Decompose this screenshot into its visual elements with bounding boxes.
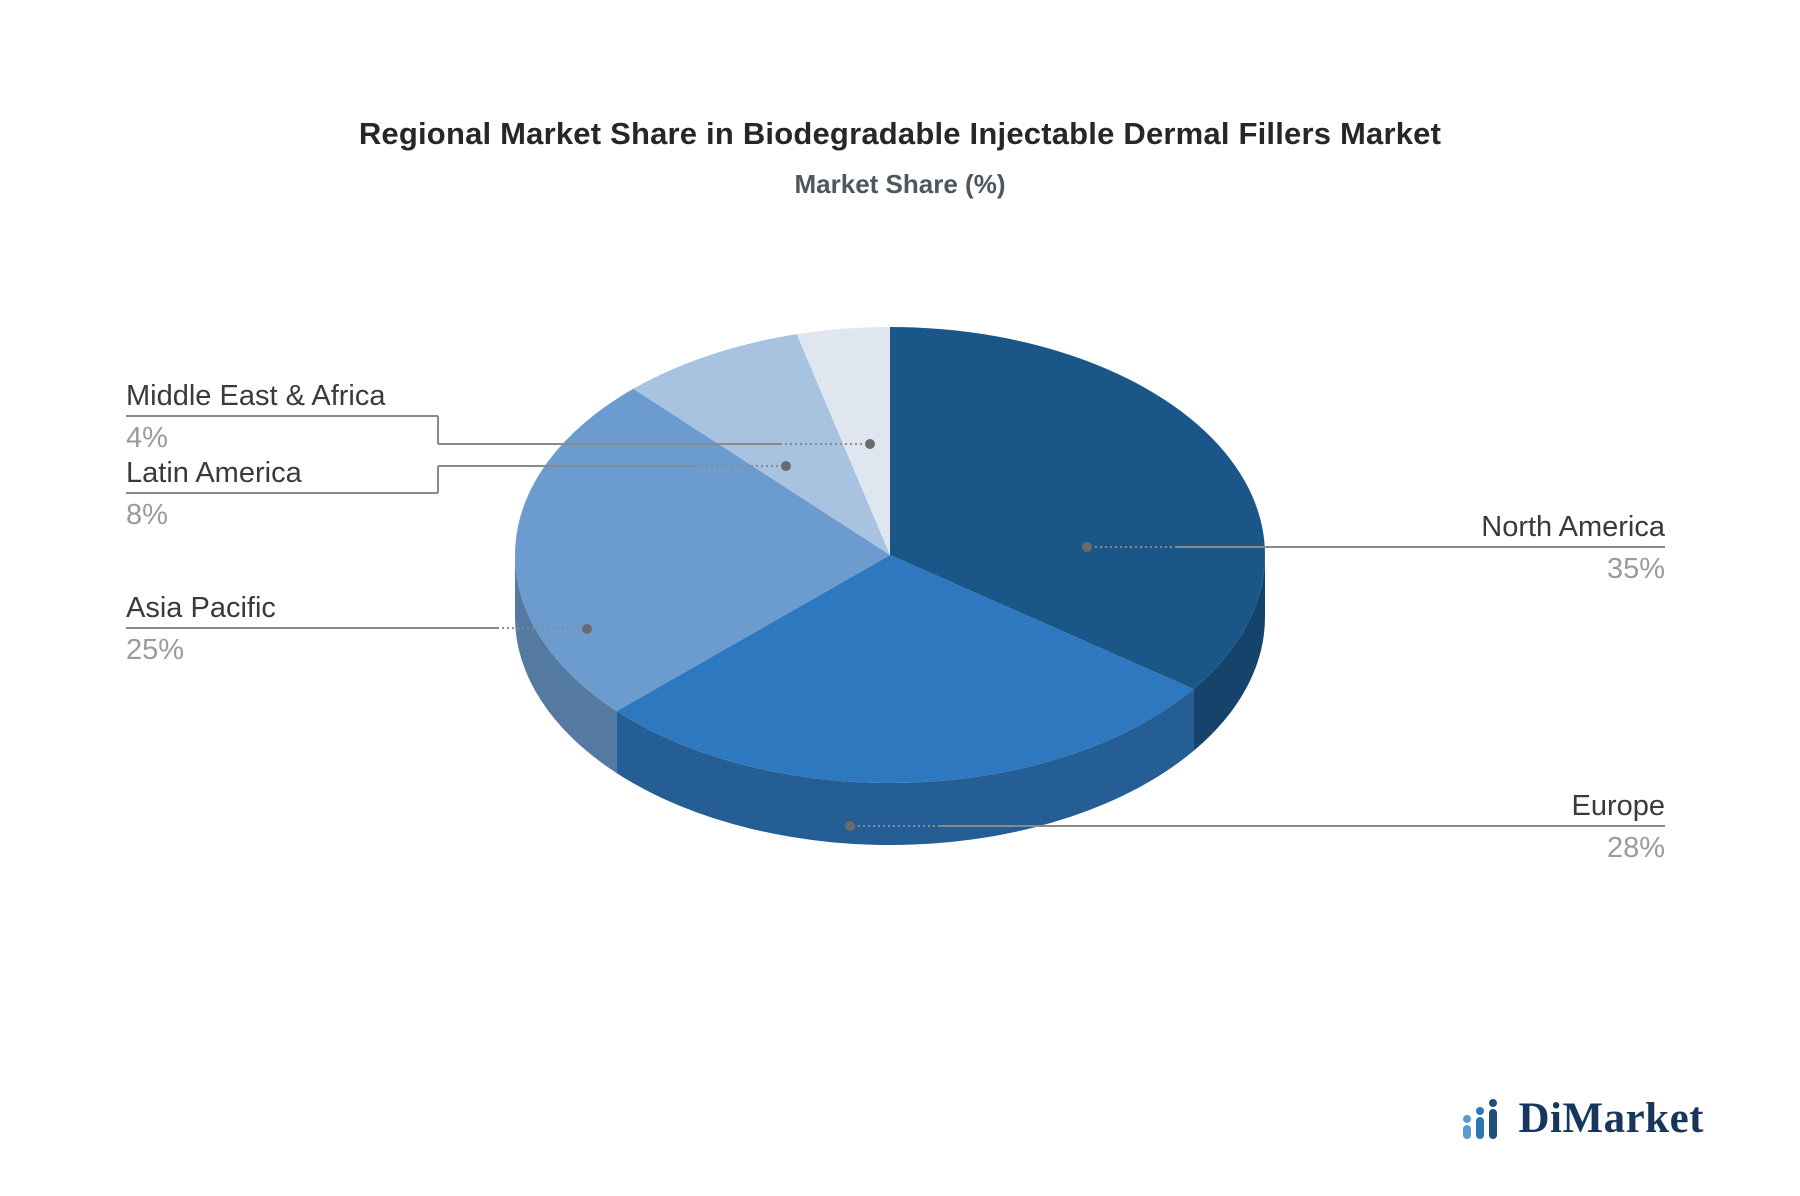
pie-slice-europe[interactable] [616,555,1194,783]
slice-value-latin-america: 8% [126,499,168,531]
leader-dot [845,821,855,831]
slice-value-asia-pacific: 25% [126,634,185,666]
leader-dot [1082,542,1092,552]
chart-title: Regional Market Share in Biodegradable I… [358,116,1442,151]
pie-slice-asia-pacific[interactable] [515,388,890,712]
slice-label-latin-america: Latin America [126,457,302,489]
leader-dot [865,439,875,449]
slice-label-europe: Europe [1571,790,1665,822]
leader-dot [781,461,791,471]
pie-slice-side-asia-pacific [515,555,617,774]
pie-slice-middle-east-africa[interactable] [796,327,890,555]
pie-slice-north-america[interactable] [890,327,1265,690]
slice-value-europe: 28% [1606,832,1665,864]
slice-value-north-america: 35% [1606,553,1665,585]
leader-line [496,627,588,630]
brand-logo: DiMarket [1460,1092,1705,1144]
bar-chart-icon [1462,1099,1497,1139]
pie-slice-side-europe [616,689,1194,845]
pie-slice-side-north-america [1193,555,1265,752]
chart-subtitle: Market Share (%) [794,169,1006,199]
slice-label-north-america: North America [1481,511,1665,543]
brand-name: DiMarket [1518,1094,1704,1142]
slice-label-asia-pacific: Asia Pacific [126,592,276,624]
leader-dot [582,624,592,634]
slice-value-middle-east-africa: 4% [126,422,168,454]
slice-label-middle-east-africa: Middle East & Africa [126,380,386,412]
